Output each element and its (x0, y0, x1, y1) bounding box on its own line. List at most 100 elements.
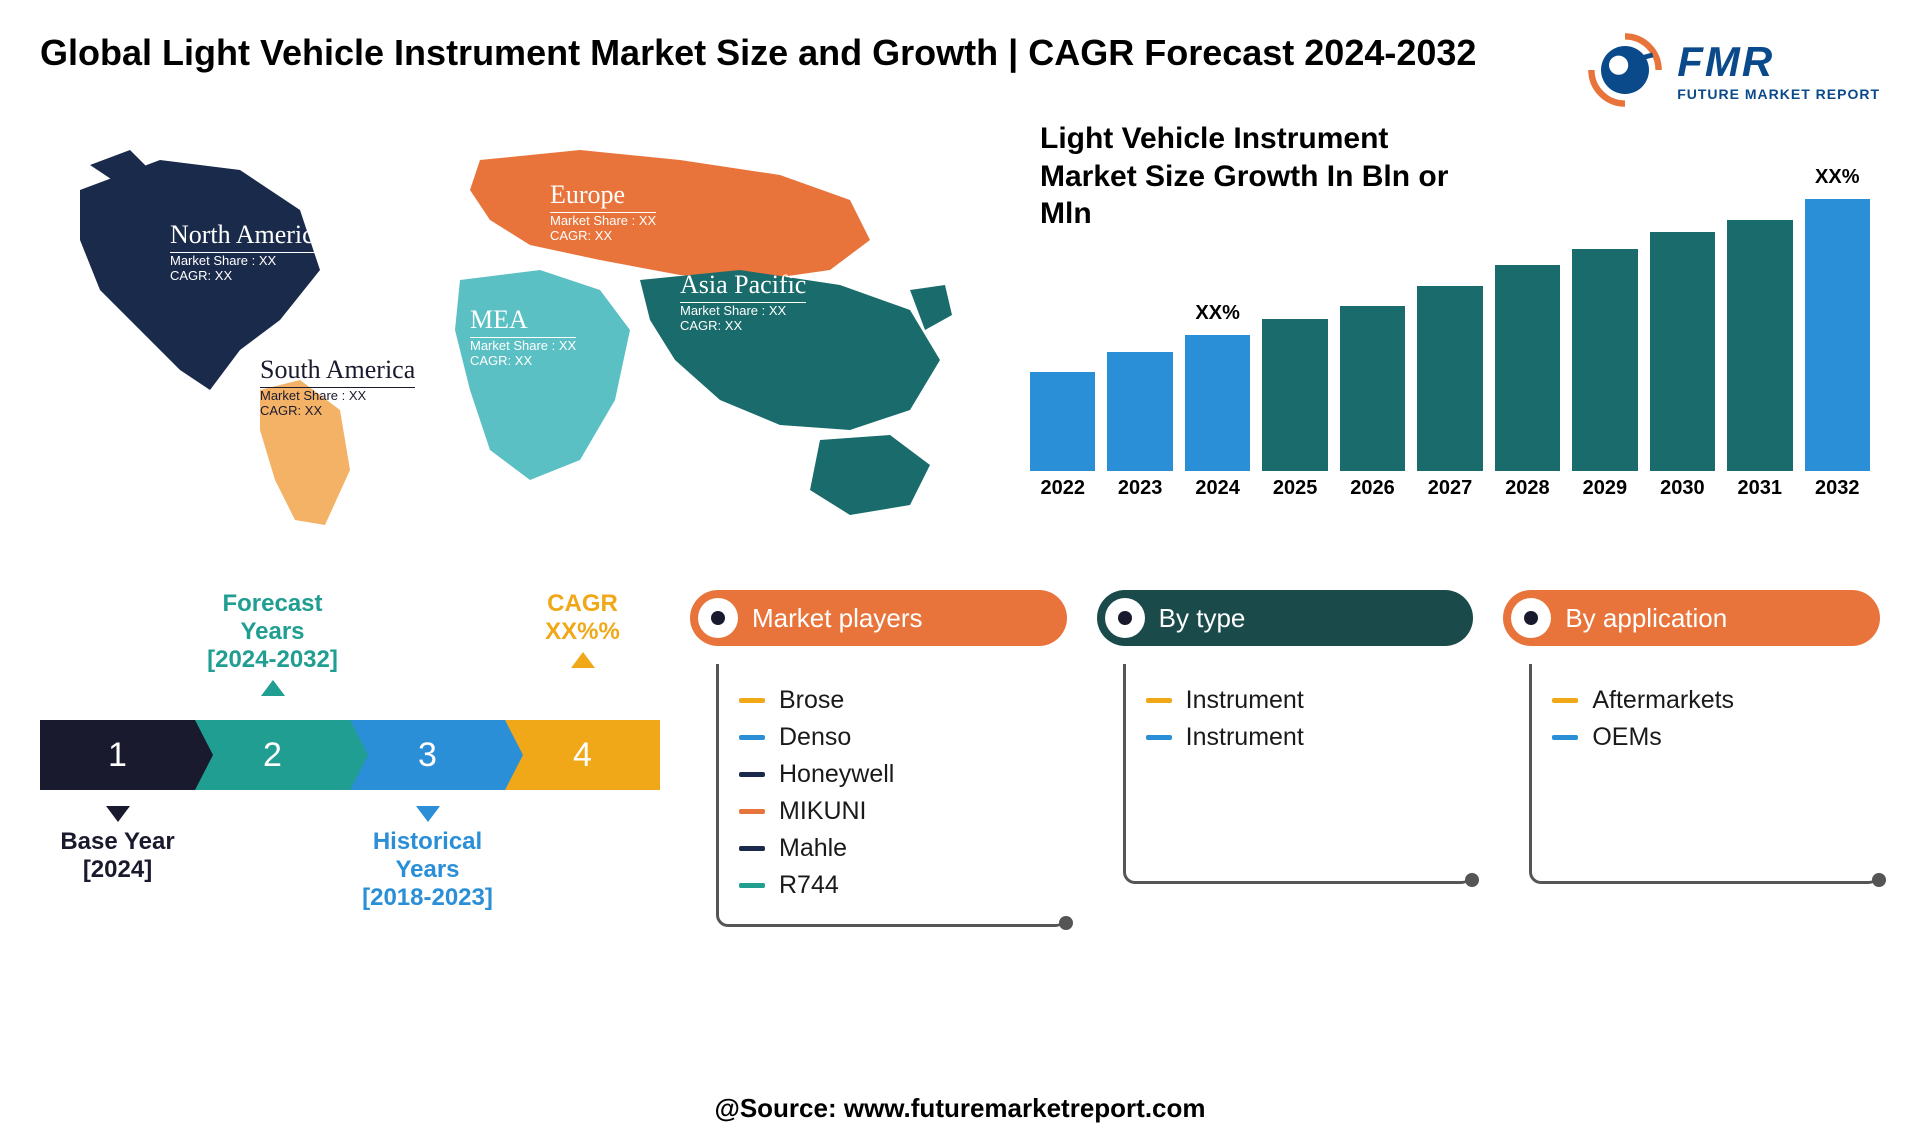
tl-seg-3: 3 (350, 720, 505, 790)
category-column: Market players Brose Denso Honeywell MIKUNI M… (690, 590, 1067, 927)
tl-hist-label: Historical Years [2018-2023] (350, 800, 505, 912)
bar-col: 2027 (1417, 286, 1482, 500)
item-name: OEMs (1592, 723, 1661, 752)
item-name: Instrument (1186, 686, 1304, 715)
category-item: OEMs (1552, 723, 1860, 752)
bar (1650, 232, 1715, 471)
dash-icon (739, 846, 765, 851)
bar (1495, 265, 1560, 471)
region-mea: MEA Market Share : XX CAGR: XX (470, 305, 576, 368)
bar (1805, 199, 1870, 471)
item-name: Instrument (1186, 723, 1304, 752)
category-item: Aftermarkets (1552, 686, 1860, 715)
category-dot-icon (698, 598, 738, 638)
category-item: Mahle (739, 834, 1047, 863)
category-list: Brose Denso Honeywell MIKUNI Mahle R744 (716, 664, 1067, 927)
top-row: North America Market Share : XX CAGR: XX… (40, 130, 1880, 530)
item-name: Aftermarkets (1592, 686, 1734, 715)
fmr-logo-icon (1585, 30, 1665, 110)
region-europe: Europe Market Share : XX CAGR: XX (550, 180, 656, 243)
tl-cagr-label: CAGR XX%% (505, 590, 660, 702)
category-item: Brose (739, 686, 1047, 715)
bar-year-label: 2030 (1660, 477, 1705, 500)
category-header: Market players (690, 590, 1067, 646)
category-label: Market players (752, 603, 923, 634)
bar-col: XX% 2024 (1185, 302, 1250, 500)
category-header: By type (1097, 590, 1474, 646)
bar (1185, 335, 1250, 471)
bar-year-label: 2023 (1118, 477, 1163, 500)
category-label: By application (1565, 603, 1727, 634)
tl-seg-1: 1 (40, 720, 195, 790)
bar-pct-label: XX% (1195, 302, 1239, 325)
dash-icon (1552, 735, 1578, 740)
tl-seg-4: 4 (505, 720, 660, 790)
item-name: Mahle (779, 834, 847, 863)
category-dot-icon (1511, 598, 1551, 638)
bar-pct-label: XX% (1815, 166, 1859, 189)
header: Global Light Vehicle Instrument Market S… (40, 30, 1880, 110)
category-label: By type (1159, 603, 1246, 634)
dash-icon (739, 809, 765, 814)
bar-col: XX% 2032 (1805, 166, 1870, 500)
bottom-row: Forecast Years [2024-2032] CAGR XX%% 1 2… (40, 570, 1880, 927)
category-header: By application (1503, 590, 1880, 646)
tl-forecast-label: Forecast Years [2024-2032] (195, 590, 350, 702)
bar-col: 2028 (1495, 265, 1560, 500)
category-list: Instrument Instrument (1123, 664, 1474, 884)
bar-col: 2030 (1650, 232, 1715, 500)
bar-col: 2031 (1727, 220, 1792, 500)
tl-base-label: Base Year [2024] (40, 800, 195, 912)
source-attribution: @Source: www.futuremarketreport.com (0, 1093, 1920, 1124)
bar-col: 2025 (1262, 319, 1327, 500)
dash-icon (739, 698, 765, 703)
bar-year-label: 2031 (1738, 477, 1783, 500)
bar (1572, 249, 1637, 471)
bar-col: 2023 (1107, 352, 1172, 500)
timeline-bar: 1 2 3 4 (40, 720, 660, 790)
dash-icon (1146, 698, 1172, 703)
bar-col: 2029 (1572, 249, 1637, 500)
dash-icon (739, 772, 765, 777)
category-item: R744 (739, 871, 1047, 900)
bar-year-label: 2022 (1040, 477, 1085, 500)
bar (1417, 286, 1482, 471)
dash-icon (1146, 735, 1172, 740)
timeline: Forecast Years [2024-2032] CAGR XX%% 1 2… (40, 590, 660, 890)
category-item: MIKUNI (739, 797, 1047, 826)
bar (1030, 372, 1095, 471)
category-column: By type Instrument Instrument (1097, 590, 1474, 927)
tl-seg-2: 2 (195, 720, 350, 790)
bar-col: 2026 (1340, 306, 1405, 500)
bar-year-label: 2025 (1273, 477, 1318, 500)
world-map: North America Market Share : XX CAGR: XX… (40, 130, 990, 530)
logo-text-main: FMR (1677, 38, 1880, 86)
bar-year-label: 2026 (1350, 477, 1395, 500)
category-list: Aftermarkets OEMs (1529, 664, 1880, 884)
item-name: R744 (779, 871, 839, 900)
category-columns: Market players Brose Denso Honeywell MIKUNI M… (690, 590, 1880, 927)
category-item: Instrument (1146, 723, 1454, 752)
bar-col: 2022 (1030, 372, 1095, 500)
region-north-america: North America Market Share : XX CAGR: XX (170, 220, 325, 283)
bar (1340, 306, 1405, 471)
bar-year-label: 2032 (1815, 477, 1860, 500)
category-column: By application Aftermarkets OEMs (1503, 590, 1880, 927)
item-name: Denso (779, 723, 851, 752)
bar-chart: Light Vehicle Instrument Market Size Gro… (1020, 130, 1880, 530)
item-name: Honeywell (779, 760, 894, 789)
bar (1107, 352, 1172, 471)
category-item: Denso (739, 723, 1047, 752)
category-dot-icon (1105, 598, 1145, 638)
category-item: Honeywell (739, 760, 1047, 789)
logo-text-sub: FUTURE MARKET REPORT (1677, 86, 1880, 102)
region-asia-pacific: Asia Pacific Market Share : XX CAGR: XX (680, 270, 806, 333)
bar-year-label: 2029 (1583, 477, 1628, 500)
bar-year-label: 2027 (1428, 477, 1473, 500)
item-name: MIKUNI (779, 797, 867, 826)
logo: FMR FUTURE MARKET REPORT (1585, 30, 1880, 110)
bar-year-label: 2024 (1195, 477, 1240, 500)
item-name: Brose (779, 686, 844, 715)
bar (1262, 319, 1327, 471)
region-south-america: South America Market Share : XX CAGR: XX (260, 355, 415, 418)
